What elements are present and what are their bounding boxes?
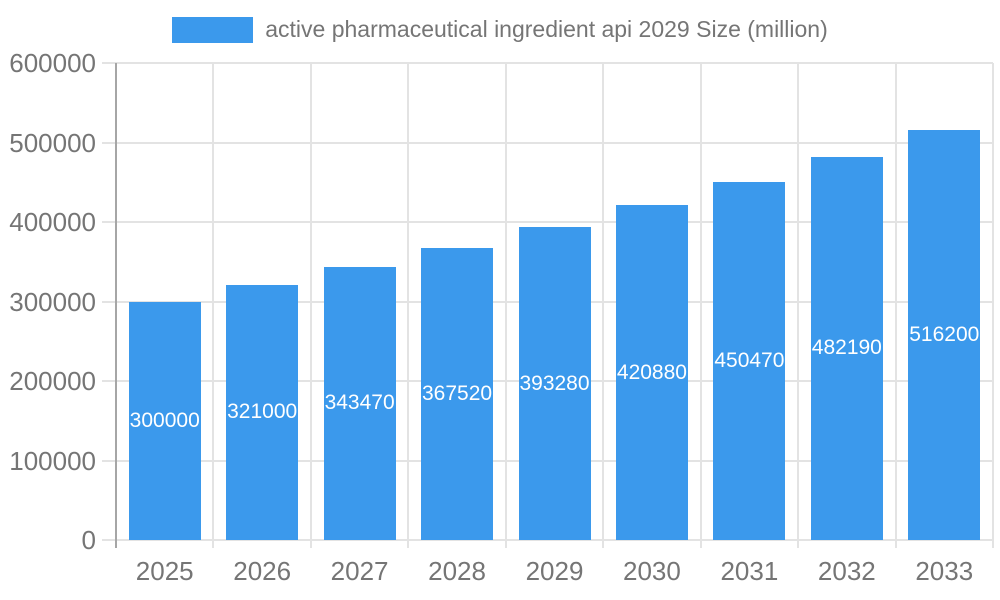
legend-swatch-icon (172, 16, 254, 43)
x-tick-label: 2029 (525, 556, 584, 586)
v-gridline (699, 63, 702, 548)
bar-value-label: 300000 (129, 408, 200, 432)
bar-value-label: 450470 (714, 348, 785, 372)
x-tick-label: 2028 (428, 556, 486, 586)
y-tick-label: 300000 (9, 286, 96, 317)
v-gridline (992, 63, 994, 548)
legend-label: active pharmaceutical ingredient api 202… (265, 16, 828, 42)
h-gridline (102, 62, 993, 64)
y-tick-label: 100000 (9, 445, 96, 476)
y-tick-label: 200000 (9, 366, 96, 396)
bar: 300000 (128, 301, 201, 540)
bar: 420880 (615, 205, 688, 540)
v-gridline (309, 63, 312, 548)
bar-value-label: 367520 (422, 381, 493, 405)
x-tick-label: 2025 (135, 556, 194, 586)
x-tick-label: 2033 (915, 556, 974, 586)
h-gridline (102, 539, 993, 541)
bar: 393280 (518, 227, 591, 540)
bar-value-label: 343470 (324, 391, 395, 415)
x-tick-label: 2026 (233, 556, 292, 586)
x-tick-label: 2031 (720, 556, 779, 586)
v-gridline (504, 63, 507, 548)
v-gridline (894, 63, 897, 548)
v-gridline (797, 63, 800, 548)
v-gridline (602, 63, 605, 548)
bar: 343470 (323, 266, 396, 540)
bar: 482190 (810, 156, 883, 540)
bar: 321000 (226, 284, 299, 540)
h-gridline (102, 141, 993, 144)
y-axis-line (115, 63, 117, 548)
x-tick-label: 2030 (623, 556, 681, 586)
bar-value-label: 482190 (811, 336, 882, 360)
bar-value-label: 393280 (519, 371, 590, 395)
v-gridline (407, 63, 410, 548)
bar-value-label: 516200 (909, 322, 980, 346)
y-tick-label: 500000 (9, 127, 96, 158)
bar: 516200 (908, 129, 981, 540)
v-gridline (212, 63, 215, 548)
chart-legend[interactable]: active pharmaceutical ingredient api 202… (0, 16, 1000, 43)
bar-value-label: 321000 (227, 400, 298, 424)
y-tick-label: 400000 (9, 207, 96, 237)
bar: 367520 (421, 247, 494, 540)
h-gridline (102, 221, 993, 223)
x-tick-label: 2032 (817, 556, 876, 586)
bar-value-label: 420880 (616, 360, 687, 384)
bar: 450470 (713, 181, 786, 540)
x-tick-label: 2027 (330, 556, 389, 586)
y-tick-label: 0 (81, 525, 96, 555)
y-tick-label: 600000 (9, 48, 96, 78)
